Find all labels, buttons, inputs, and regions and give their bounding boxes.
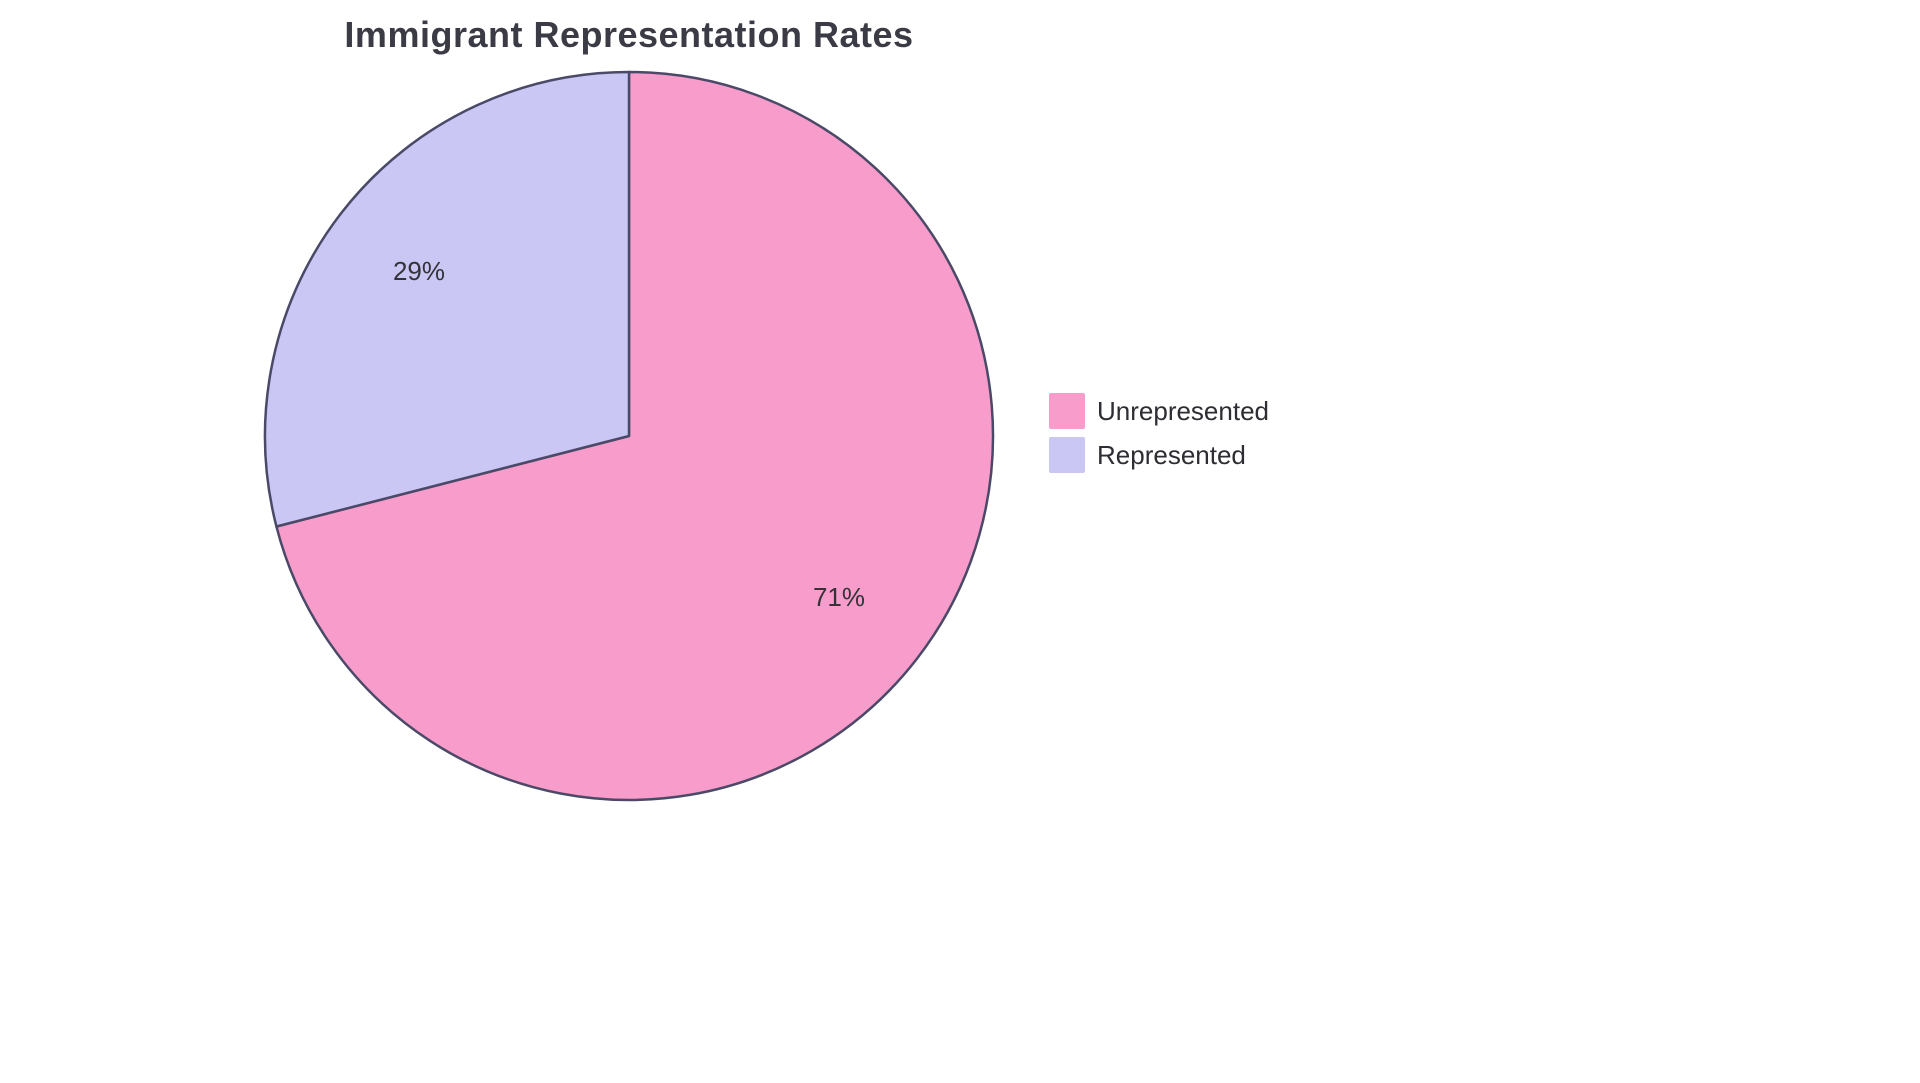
legend-label: Unrepresented: [1097, 395, 1269, 426]
legend-label: Represented: [1097, 439, 1246, 470]
pie-slice-represented: [263, 70, 631, 528]
legend-item-represented: Represented: [1049, 437, 1269, 473]
slice-percent-label: 71%: [813, 582, 865, 612]
legend-swatch: [1049, 393, 1085, 429]
slice-percent-label: 29%: [393, 256, 445, 286]
chart-title: Immigrant Representation Rates: [344, 14, 914, 55]
legend-swatch: [1049, 437, 1085, 473]
legend-item-unrepresented: Unrepresented: [1049, 393, 1269, 429]
legend: Unrepresented Represented: [1049, 393, 1269, 473]
pie-slice-unrepresented: [275, 70, 995, 802]
